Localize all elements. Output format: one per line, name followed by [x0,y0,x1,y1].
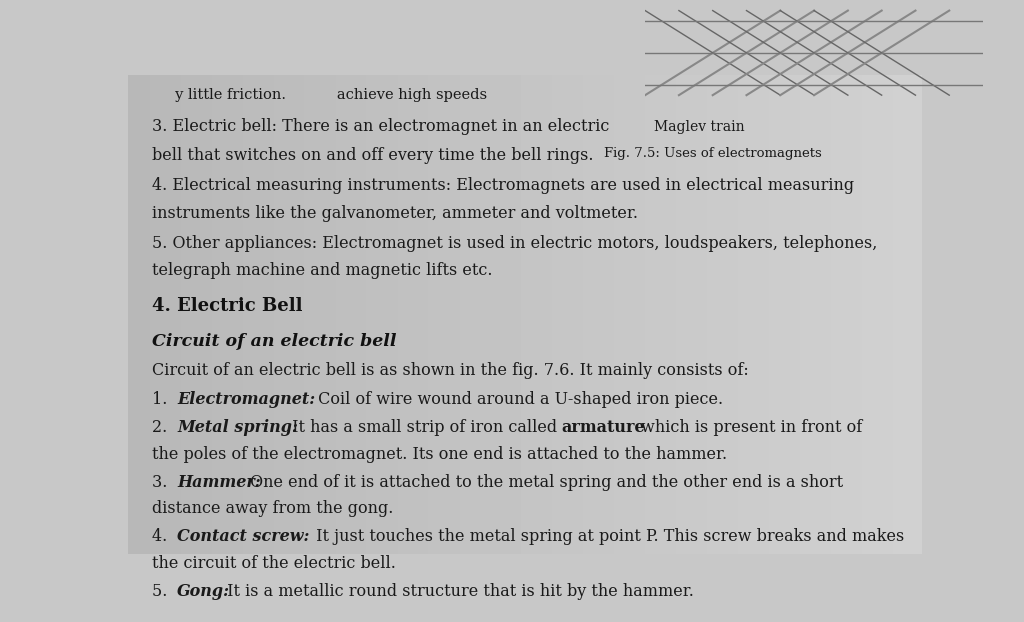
Text: Electromagnet:: Electromagnet: [177,391,315,408]
Text: distance away from the gong.: distance away from the gong. [152,501,393,518]
Text: 5.: 5. [152,583,172,600]
Text: Hammer:: Hammer: [177,473,261,491]
Text: It has a small strip of iron called: It has a small strip of iron called [287,419,562,436]
Text: the circuit of the electric bell.: the circuit of the electric bell. [152,555,395,572]
Text: 3. Electric bell: There is an electromagnet in an electric: 3. Electric bell: There is an electromag… [152,118,609,135]
Text: Maglev train: Maglev train [654,120,744,134]
Text: the poles of the electromagnet. Its one end is attached to the hammer.: the poles of the electromagnet. Its one … [152,446,727,463]
Text: Fig. 7.5: Uses of electromagnets: Fig. 7.5: Uses of electromagnets [604,147,822,160]
Text: 4. Electrical measuring instruments: Electromagnets are used in electrical measu: 4. Electrical measuring instruments: Ele… [152,177,854,194]
Text: armature: armature [561,419,645,436]
Text: bell that switches on and off every time the bell rings.: bell that switches on and off every time… [152,147,593,164]
Text: 1.: 1. [152,391,172,408]
Text: Circuit of an electric bell is as shown in the fig. 7.6. It mainly consists of:: Circuit of an electric bell is as shown … [152,363,749,379]
Text: 4.: 4. [152,528,172,545]
Text: 4. Electric Bell: 4. Electric Bell [152,297,302,315]
Text: which is present in front of: which is present in front of [636,419,862,436]
Text: One end of it is attached to the metal spring and the other end is a short: One end of it is attached to the metal s… [246,473,844,491]
Text: Gong:: Gong: [177,583,230,600]
Text: 3.: 3. [152,473,172,491]
Text: instruments like the galvanometer, ammeter and voltmeter.: instruments like the galvanometer, ammet… [152,205,638,222]
Text: Coil of wire wound around a U-shaped iron piece.: Coil of wire wound around a U-shaped iro… [313,391,723,408]
Text: y little friction.           achieve high speeds: y little friction. achieve high speeds [152,88,487,102]
Text: Circuit of an electric bell: Circuit of an electric bell [152,333,396,350]
Text: It just touches the metal spring at point P. This screw breaks and makes: It just touches the metal spring at poin… [310,528,904,545]
Text: 2.: 2. [152,419,172,436]
Text: 5. Other appliances: Electromagnet is used in electric motors, loudspeakers, tel: 5. Other appliances: Electromagnet is us… [152,234,878,252]
Text: telegraph machine and magnetic lifts etc.: telegraph machine and magnetic lifts etc… [152,262,493,279]
Text: It is a metallic round structure that is hit by the hammer.: It is a metallic round structure that is… [221,583,693,600]
Text: Metal spring:: Metal spring: [177,419,298,436]
Text: Contact screw:: Contact screw: [177,528,309,545]
